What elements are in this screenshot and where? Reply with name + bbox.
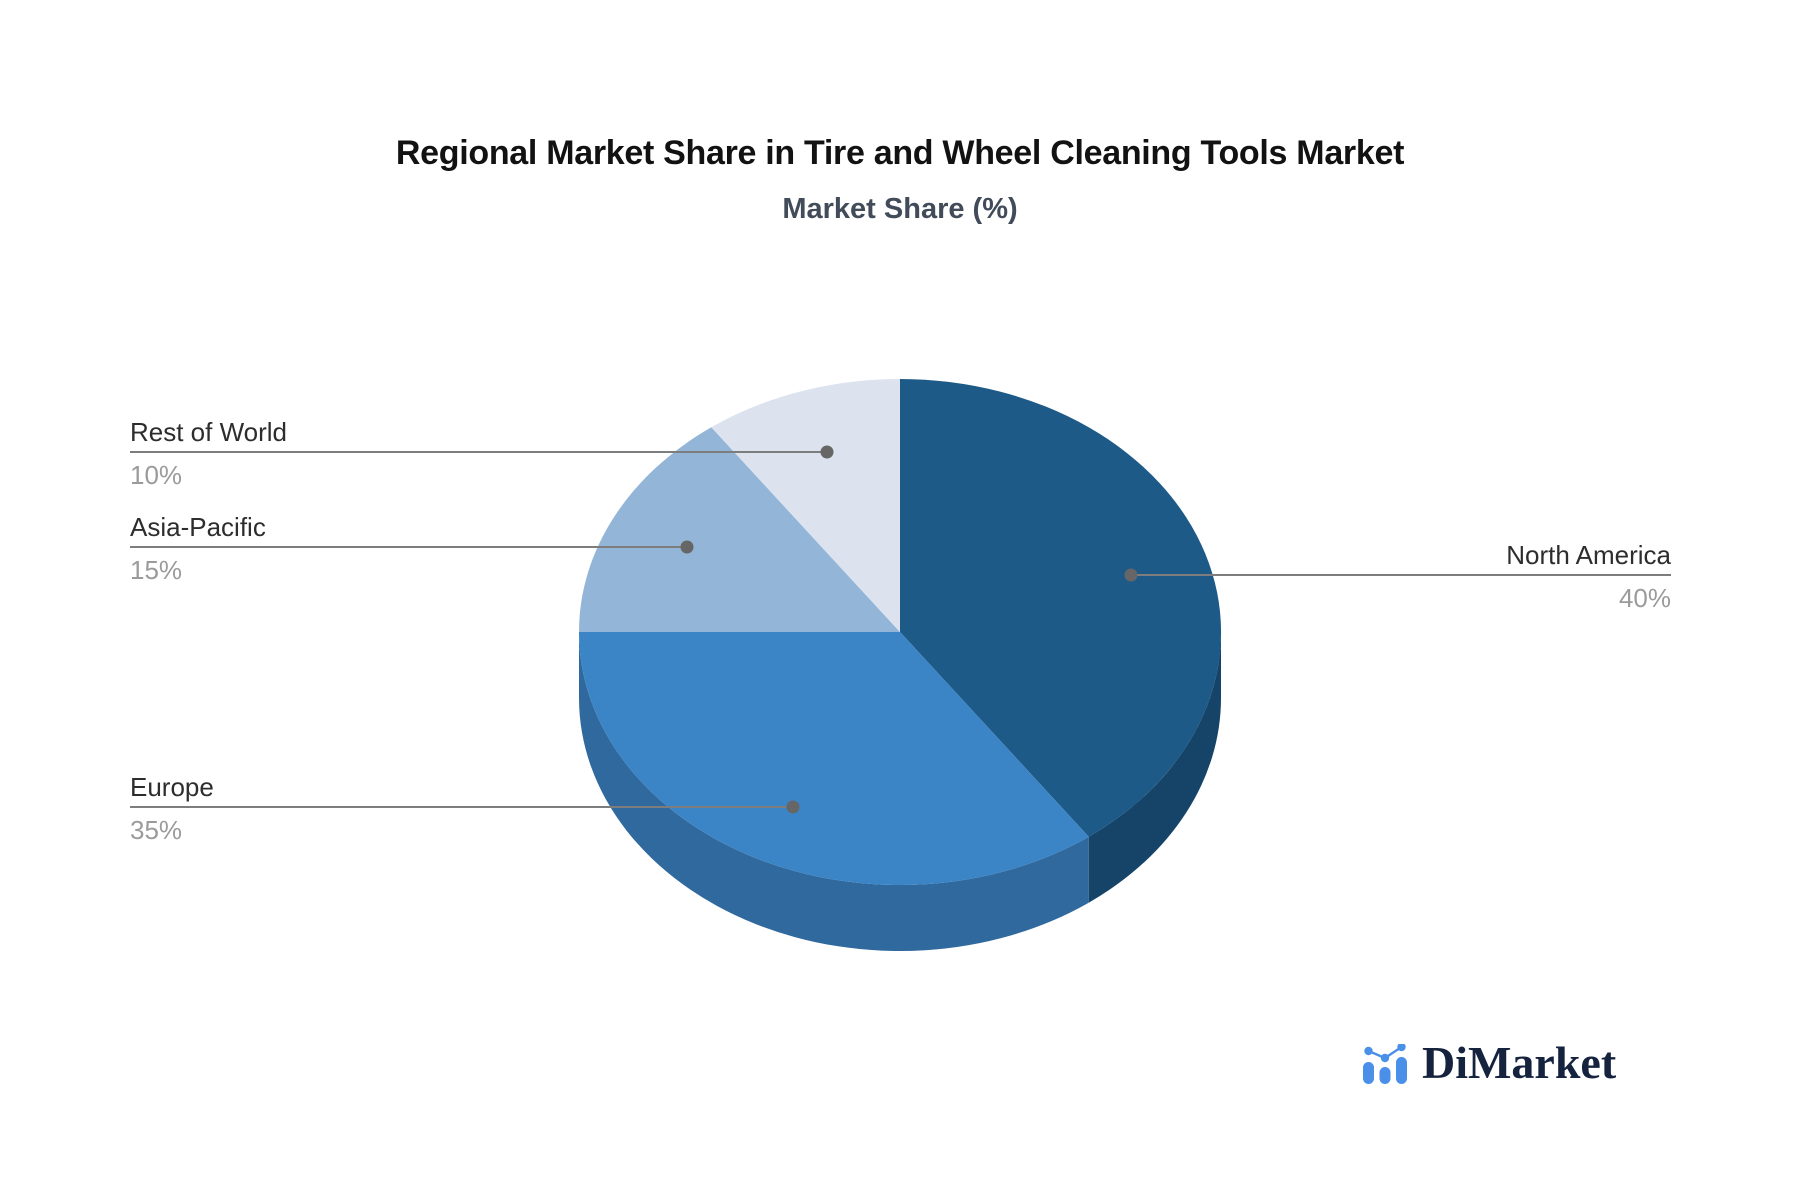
leader-dot-asia-pacific xyxy=(680,540,694,554)
callout-value-rest-of-world: 10% xyxy=(130,460,183,490)
pie-slice-side-north-america xyxy=(1088,632,1221,903)
pie-slices xyxy=(579,379,1222,886)
bar-chart-trend-icon xyxy=(1363,1044,1407,1085)
pie-slice-europe[interactable] xyxy=(579,632,1089,886)
leader-dot-north-america xyxy=(1124,568,1138,582)
pie-slice-side-europe xyxy=(578,632,1089,952)
pie-slice-north-america[interactable] xyxy=(900,379,1222,837)
leader-lines xyxy=(130,445,1671,814)
callout-value-europe: 35% xyxy=(130,815,183,845)
leader-dot-rest-of-world xyxy=(820,445,834,459)
callout-value-asia-pacific: 15% xyxy=(130,555,183,585)
pie-3d-sides xyxy=(578,632,1221,952)
pie-slice-rest-of-world[interactable] xyxy=(711,379,900,632)
brand-logo: DiMarket xyxy=(1363,1037,1617,1088)
brand-logo-text: DiMarket xyxy=(1422,1037,1617,1088)
callout-label-rest-of-world: Rest of World xyxy=(130,417,288,447)
page-subtitle: Market Share (%) xyxy=(782,193,1018,225)
callout-label-north-america: North America xyxy=(1506,540,1671,570)
callout-label-asia-pacific: Asia-Pacific xyxy=(130,512,266,542)
callout-label-europe: Europe xyxy=(130,772,214,802)
leader-dot-europe xyxy=(786,800,800,814)
pie-slice-asia-pacific[interactable] xyxy=(579,427,900,632)
page-title: Regional Market Share in Tire and Wheel … xyxy=(395,134,1405,172)
callout-value-north-america: 40% xyxy=(1618,583,1671,613)
